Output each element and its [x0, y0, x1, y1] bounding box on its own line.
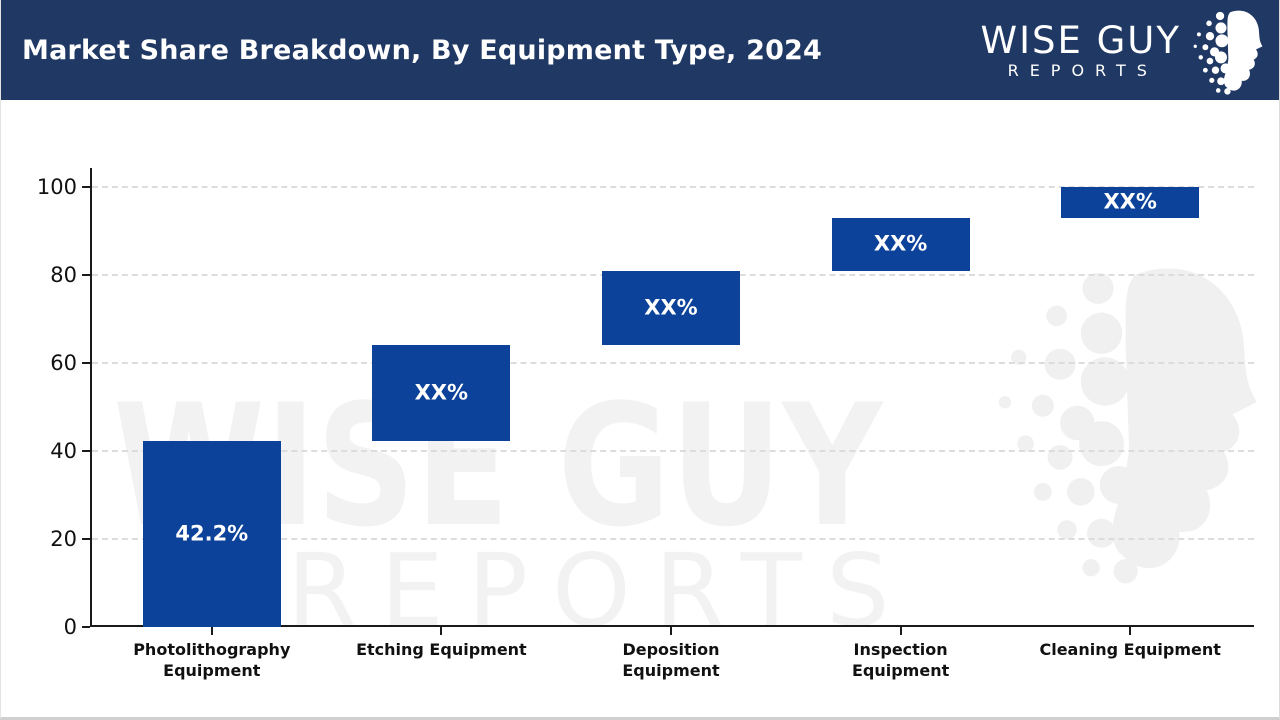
y-tick-mark-60: [82, 362, 90, 364]
gridline-20: [92, 538, 1254, 540]
y-tick-mark-80: [82, 274, 90, 276]
y-tick-label-100: 100: [36, 175, 77, 199]
category-label-4: Cleaning Equipment: [1039, 640, 1221, 659]
x-tick-mark-3: [899, 627, 902, 635]
bar-value-label: XX%: [414, 380, 469, 405]
watermark-head-icon: [998, 268, 1257, 584]
bar-deposition-equipment: [602, 270, 740, 346]
category-label-2: Deposition Equipment: [622, 640, 720, 680]
wise-guy-reports-logo: WISE GUY REPORTS: [981, 4, 1279, 96]
bar-cleaning-equipment: [1061, 187, 1200, 218]
y-tick-mark-100: [82, 186, 90, 188]
y-tick-label-40: 40: [50, 439, 77, 463]
y-axis-line: [90, 168, 92, 627]
logo-subtitle: REPORTS: [1007, 60, 1158, 80]
y-tick-label-80: 80: [50, 263, 77, 287]
bar-value-label: XX%: [873, 231, 928, 256]
y-tick-label-0: 0: [63, 615, 77, 639]
bar-inspection-equipment: [831, 217, 970, 271]
category-label-3: Inspection Equipment: [851, 640, 950, 680]
x-tick-mark-1: [440, 627, 443, 635]
x-axis-line: [90, 625, 1254, 627]
y-tick-label-60: 60: [50, 351, 77, 375]
logo-wordmark: WISE GUY: [980, 18, 1181, 62]
header-band: Market Share Breakdown, By Equipment Typ…: [1, 0, 1279, 100]
gridline-100: [92, 186, 1254, 188]
category-label-1: Etching Equipment: [356, 640, 527, 659]
logo-text: WISE GUY REPORTS: [981, 22, 1181, 79]
bar-value-label: 42.2%: [175, 521, 249, 546]
y-tick-label-20: 20: [50, 527, 77, 551]
watermark-subtitle: REPORTS: [287, 532, 914, 649]
y-tick-mark-40: [82, 450, 90, 452]
bar-etching-equipment: [372, 345, 511, 442]
gridline-60: [92, 362, 1254, 364]
category-label-0: Photolithography Equipment: [133, 640, 291, 680]
bar-value-label: XX%: [644, 295, 698, 320]
page-title: Market Share Breakdown, By Equipment Typ…: [22, 34, 823, 66]
y-tick-mark-20: [82, 538, 90, 540]
x-tick-mark-0: [210, 627, 213, 635]
x-tick-mark-4: [1129, 627, 1132, 635]
x-tick-mark-2: [670, 627, 672, 635]
y-tick-mark-0: [82, 626, 90, 628]
gridline-40: [92, 450, 1254, 452]
bar-value-label: XX%: [1103, 189, 1157, 214]
head-profile-icon: [1193, 10, 1263, 95]
bar-photolithography-equipment: [142, 441, 281, 627]
